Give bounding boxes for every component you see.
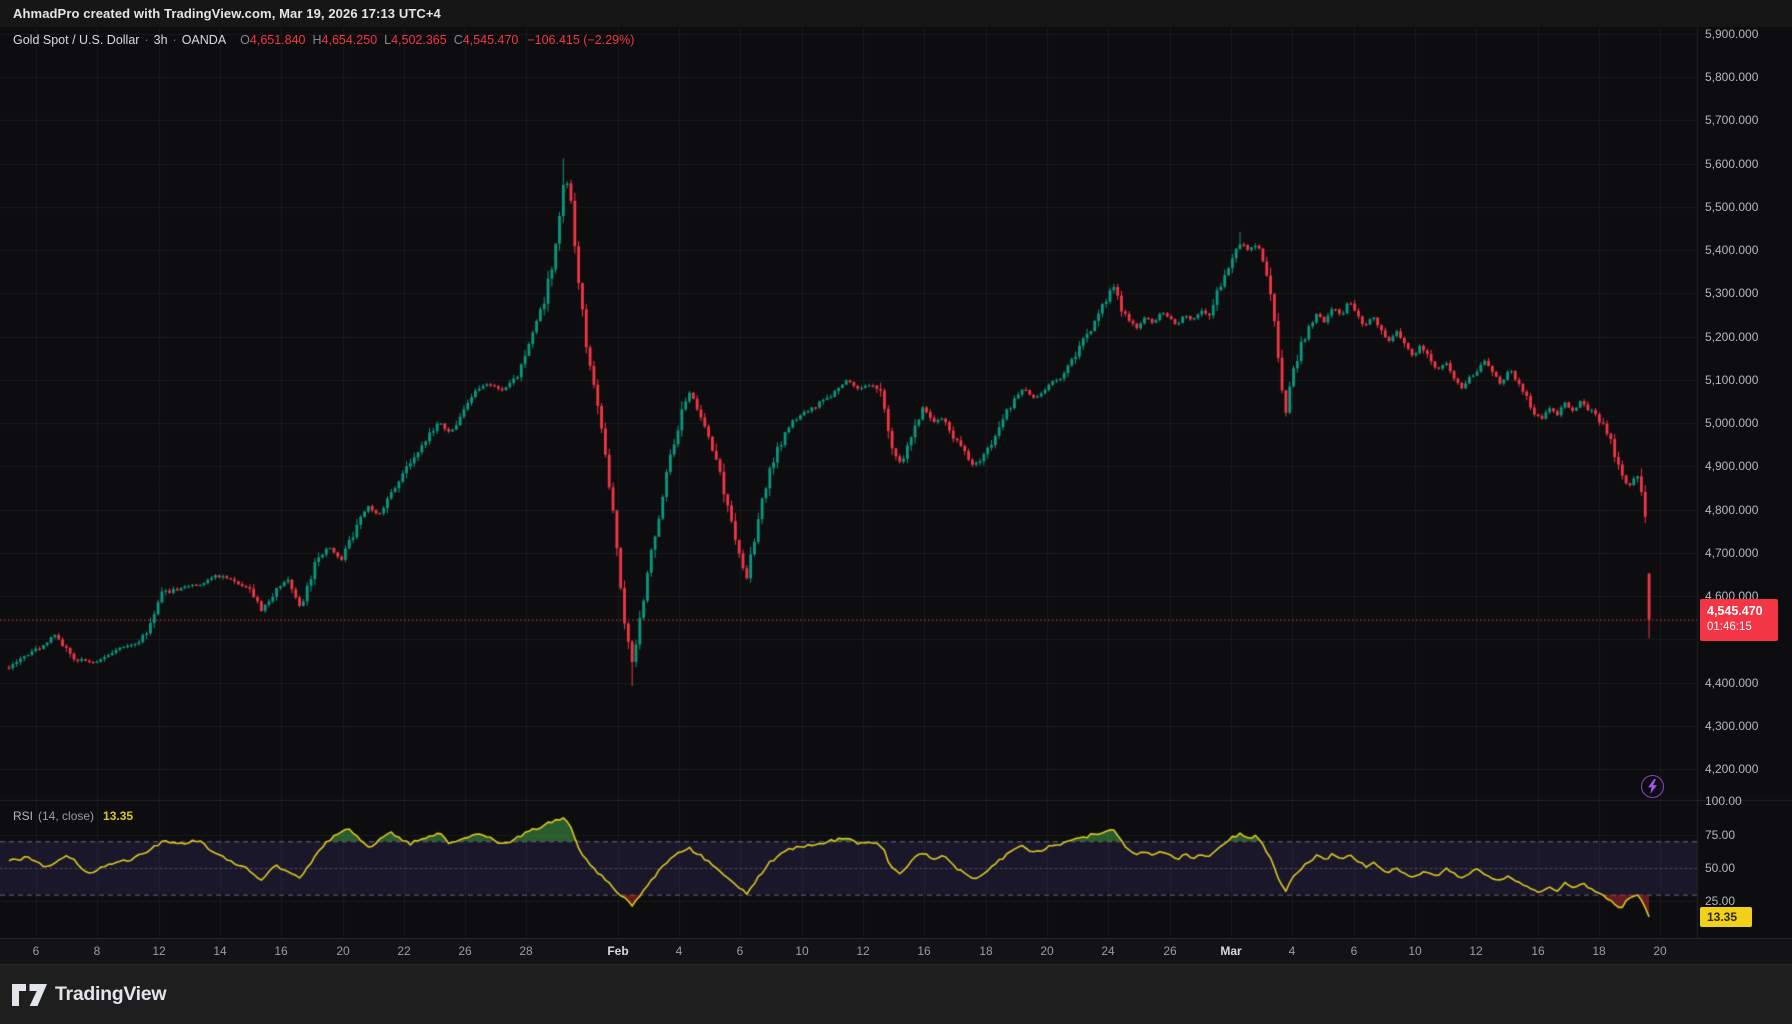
- price-tick-label: 5,300.000: [1705, 286, 1759, 301]
- date-tick-label: 20: [336, 944, 350, 958]
- exchange-label[interactable]: OANDA: [181, 33, 227, 47]
- ohlc-letter: C: [453, 33, 463, 47]
- month-tick-label: Mar: [1220, 944, 1242, 958]
- attribution-topbar: AhmadPro created with TradingView.com, M…: [0, 0, 1792, 27]
- symbol-title[interactable]: Gold Spot / U.S. Dollar: [13, 33, 140, 47]
- symbol-legend: Gold Spot / U.S. Dollar · 3h · OANDA O4,…: [13, 33, 634, 47]
- date-tick-label: 10: [1408, 944, 1422, 958]
- ohlc-value: 4,651.840: [249, 33, 306, 47]
- tradingview-logo-icon: [12, 983, 47, 1006]
- footer-bar: TradingView: [0, 964, 1792, 1024]
- date-tick-label: 4: [675, 944, 683, 958]
- ohlc-pair: L4,502.365: [384, 33, 447, 47]
- ohlc-value: 4,545.470: [462, 33, 519, 47]
- date-tick-label: 16: [917, 944, 931, 958]
- rsi-last-value-tag: 13.35: [1700, 906, 1752, 927]
- date-tick-label: 6: [32, 944, 40, 958]
- ohlc-value: 4,654.250: [321, 33, 378, 47]
- date-tick-label: 20: [1653, 944, 1667, 958]
- date-tick-label: 14: [213, 944, 227, 958]
- ohlc-pair: H4,654.250: [313, 33, 378, 47]
- last-price-value: 4,545.470: [1707, 603, 1763, 618]
- rsi-tick-label: 50.00: [1705, 861, 1736, 875]
- price-tick-label: 4,700.000: [1705, 545, 1759, 560]
- attribution-text: AhmadPro created with TradingView.com, M…: [13, 6, 441, 21]
- last-price-tag[interactable]: 4,545.470 01:46:15: [1700, 598, 1778, 641]
- time-axis[interactable]: 6 8 12 14 16 20 22 26 28 Feb 4 6 10 12 16 18 20 24 26 Mar 4 6…: [0, 938, 1792, 964]
- legend-separator: ·: [172, 33, 177, 47]
- interval-label[interactable]: 3h: [153, 33, 168, 47]
- price-change: −106.415 (−2.29%): [527, 33, 635, 47]
- ohlc-pair: C4,545.470: [454, 33, 519, 47]
- price-tick-label: 5,600.000: [1705, 156, 1759, 171]
- date-tick-label: 12: [152, 944, 166, 958]
- rsi-tick-label: 75.00: [1705, 827, 1736, 842]
- price-tick-label: 4,300.000: [1705, 718, 1759, 733]
- bar-countdown: 01:46:15: [1707, 620, 1752, 633]
- month-tick-label: Feb: [607, 944, 629, 958]
- date-tick-label: 18: [1592, 944, 1606, 958]
- rsi-value: 13.35: [103, 809, 134, 823]
- ohlc-pair: O4,651.840: [240, 33, 305, 47]
- price-tick-label: 4,200.000: [1705, 761, 1759, 776]
- ohlc-letter: L: [384, 33, 392, 47]
- date-tick-label: 16: [274, 944, 288, 958]
- rsi-tick-label: 100.00: [1705, 794, 1742, 809]
- date-tick-label: 12: [1469, 944, 1483, 958]
- price-tick-label: 4,800.000: [1705, 502, 1759, 517]
- price-tick-label: 4,400.000: [1705, 675, 1759, 690]
- price-tick-label: 5,200.000: [1705, 329, 1759, 344]
- price-tick-label: 5,400.000: [1705, 243, 1759, 258]
- date-tick-label: 20: [1040, 944, 1054, 958]
- date-tick-label: 28: [519, 944, 533, 958]
- date-tick-label: 26: [1163, 944, 1177, 958]
- date-tick-label: 6: [1350, 944, 1358, 958]
- rsi-legend: RSI (14, close) 13.35: [13, 809, 133, 823]
- rsi-params: (14, close): [38, 809, 95, 823]
- date-tick-label: 4: [1288, 944, 1296, 958]
- date-tick-label: 8: [93, 944, 101, 958]
- date-tick-label: 26: [458, 944, 472, 958]
- date-tick-label: 6: [736, 944, 744, 958]
- tradingview-brand[interactable]: TradingView: [12, 983, 167, 1006]
- price-tick-label: 5,800.000: [1705, 70, 1759, 85]
- price-tick-label: 5,000.000: [1705, 416, 1759, 431]
- date-tick-label: 22: [397, 944, 411, 958]
- legend-separator: ·: [144, 33, 149, 47]
- ohlc-letter: O: [240, 33, 250, 47]
- lightning-icon: [1648, 779, 1657, 794]
- price-tick-label: 4,900.000: [1705, 459, 1759, 474]
- date-tick-label: 12: [856, 944, 870, 958]
- date-tick-label: 24: [1101, 944, 1115, 958]
- price-tick-label: 5,900.000: [1705, 27, 1759, 41]
- price-tick-label: 5,100.000: [1705, 372, 1759, 387]
- rsi-tick-label: 25.00: [1705, 894, 1736, 909]
- price-tick-label: 5,700.000: [1705, 113, 1759, 128]
- ohlc-values: O4,651.840 H4,654.250 L4,502.365 C4,545.470: [240, 33, 525, 47]
- ohlc-letter: H: [312, 33, 322, 47]
- lightning-button[interactable]: [1641, 775, 1664, 798]
- price-tick-label: 5,500.000: [1705, 199, 1759, 214]
- ohlc-value: 4,502.365: [391, 33, 447, 47]
- date-tick-label: 16: [1531, 944, 1545, 958]
- date-tick-label: 18: [979, 944, 993, 958]
- date-tick-label: 10: [795, 944, 809, 958]
- rsi-name[interactable]: RSI: [13, 809, 34, 823]
- brand-name: TradingView: [55, 983, 167, 1005]
